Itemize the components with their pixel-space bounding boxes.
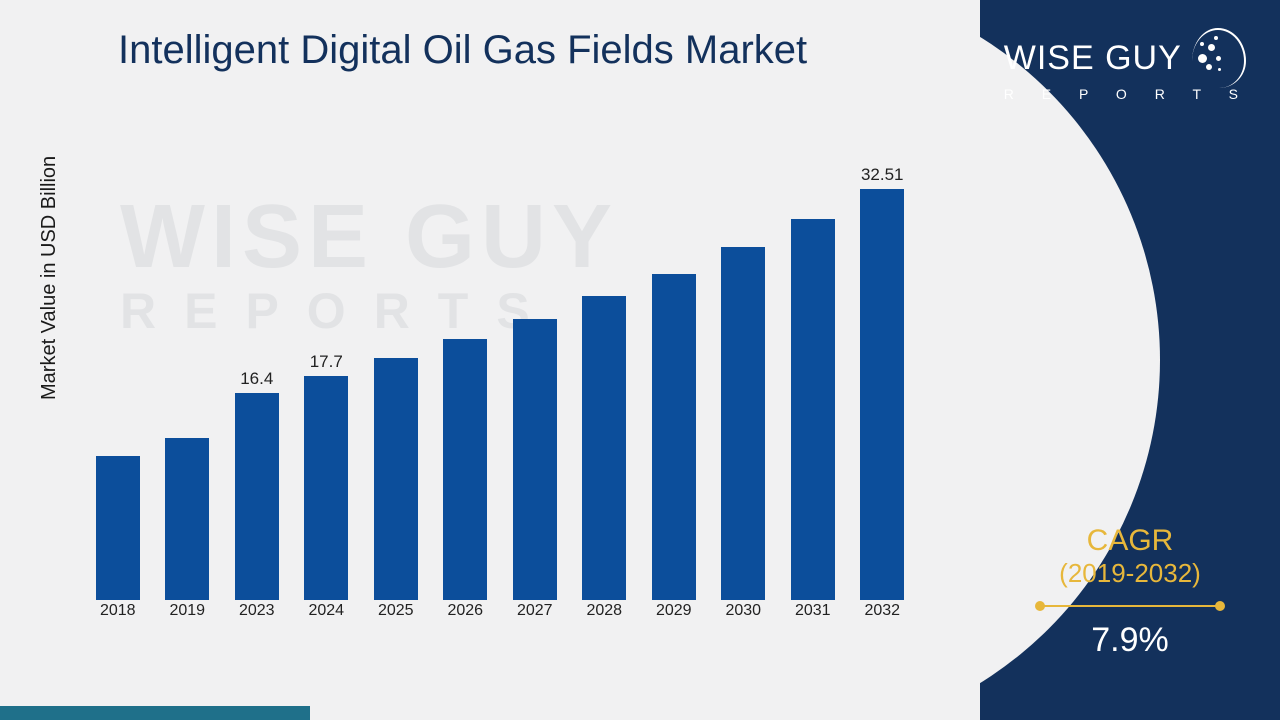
x-tick-label: 2030 [716, 602, 772, 620]
bar-value-label: 32.51 [855, 165, 911, 185]
bar-column: 17.7 [299, 376, 355, 600]
brand-logo: WISE GUY R E P O R T S [1004, 28, 1250, 102]
bar-column [507, 319, 563, 600]
x-tick-label: 2019 [160, 602, 216, 620]
cagr-block: CAGR (2019-2032) 7.9% [1014, 524, 1246, 661]
brand-head-icon [1192, 28, 1246, 88]
bar-column [646, 274, 702, 600]
chart-title: Intelligent Digital Oil Gas Fields Marke… [118, 28, 858, 73]
bars-container: 16.417.732.51 [90, 170, 910, 600]
bottom-accent-strip [0, 706, 310, 720]
bar-column: 32.51 [855, 189, 911, 600]
bar-value-label: 17.7 [299, 352, 355, 372]
x-tick-label: 2032 [855, 602, 911, 620]
bar [374, 358, 418, 600]
bar [513, 319, 557, 600]
cagr-range: (2019-2032) [1014, 558, 1246, 589]
bar [165, 438, 209, 600]
bar [235, 393, 279, 600]
y-axis-label: Market Value in USD Billion [38, 156, 61, 400]
bar [582, 296, 626, 600]
bar-column [716, 247, 772, 600]
bar-column: 16.4 [229, 393, 285, 600]
x-tick-label: 2025 [368, 602, 424, 620]
bar [860, 189, 904, 600]
brand-logo-sub: R E P O R T S [1004, 86, 1250, 102]
x-tick-label: 2029 [646, 602, 702, 620]
x-tick-label: 2031 [785, 602, 841, 620]
x-tick-label: 2024 [299, 602, 355, 620]
bar-column [90, 456, 146, 600]
x-tick-label: 2028 [577, 602, 633, 620]
x-tick-label: 2023 [229, 602, 285, 620]
brand-logo-main: WISE GUY [1004, 28, 1250, 88]
cagr-separator [1040, 605, 1220, 607]
bar [791, 219, 835, 600]
x-tick-label: 2027 [507, 602, 563, 620]
bar-column [160, 438, 216, 600]
bar [443, 339, 487, 600]
bar-column [368, 358, 424, 600]
brand-logo-text: WISE GUY [1004, 39, 1182, 78]
chart-plot-area: 16.417.732.51 [90, 170, 910, 600]
bar-column [577, 296, 633, 600]
cagr-value: 7.9% [1014, 621, 1246, 660]
bar [721, 247, 765, 600]
x-tick-label: 2018 [90, 602, 146, 620]
infographic-stage: WISE GUY REPORTS Intelligent Digital Oil… [0, 0, 1280, 720]
bar-column [785, 219, 841, 600]
bar-value-label: 16.4 [229, 369, 285, 389]
bar [652, 274, 696, 600]
bar [304, 376, 348, 600]
x-tick-label: 2026 [438, 602, 494, 620]
bar [96, 456, 140, 600]
bar-column [438, 339, 494, 600]
cagr-title: CAGR [1014, 524, 1246, 559]
x-ticks: 2018 2019 2023 2024 2025 2026 2027 2028 2029 2030… [90, 602, 910, 620]
